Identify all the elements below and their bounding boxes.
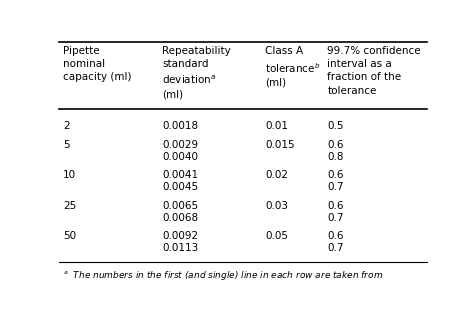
Text: 0.0065: 0.0065 xyxy=(162,201,198,211)
Text: 0.5: 0.5 xyxy=(328,121,344,131)
Text: 0.0068: 0.0068 xyxy=(162,213,198,223)
Text: 0.0092: 0.0092 xyxy=(162,232,198,242)
Text: 0.6: 0.6 xyxy=(328,140,344,150)
Text: 0.6: 0.6 xyxy=(328,232,344,242)
Text: 0.7: 0.7 xyxy=(328,213,344,223)
Text: Repeatability
standard
deviation$^a$
(ml): Repeatability standard deviation$^a$ (ml… xyxy=(162,46,231,99)
Text: $^a$  The numbers in the first (and single) line in each row are taken from: $^a$ The numbers in the first (and singl… xyxy=(63,269,383,282)
Text: 5: 5 xyxy=(63,140,70,150)
Text: Class A
tolerance$^b$
(ml): Class A tolerance$^b$ (ml) xyxy=(265,46,320,88)
Text: 0.05: 0.05 xyxy=(265,232,288,242)
Text: 0.0041: 0.0041 xyxy=(162,170,198,180)
Text: 0.0045: 0.0045 xyxy=(162,182,198,193)
Text: 0.03: 0.03 xyxy=(265,201,288,211)
Text: 2: 2 xyxy=(63,121,70,131)
Text: Pipette
nominal
capacity (ml): Pipette nominal capacity (ml) xyxy=(63,46,131,82)
Text: 0.8: 0.8 xyxy=(328,152,344,162)
Text: 10: 10 xyxy=(63,170,76,180)
Text: 0.0040: 0.0040 xyxy=(162,152,198,162)
Text: 0.0018: 0.0018 xyxy=(162,121,198,131)
Text: 0.6: 0.6 xyxy=(328,170,344,180)
Text: 99.7% confidence
interval as a
fraction of the
tolerance: 99.7% confidence interval as a fraction … xyxy=(328,46,421,96)
Text: 0.6: 0.6 xyxy=(328,201,344,211)
Text: 25: 25 xyxy=(63,201,76,211)
Text: 0.0113: 0.0113 xyxy=(162,243,198,253)
Text: 50: 50 xyxy=(63,232,76,242)
Text: 0.015: 0.015 xyxy=(265,140,294,150)
Text: 0.0029: 0.0029 xyxy=(162,140,198,150)
Text: 0.7: 0.7 xyxy=(328,182,344,193)
Text: 0.02: 0.02 xyxy=(265,170,288,180)
Text: 0.7: 0.7 xyxy=(328,243,344,253)
Text: 0.01: 0.01 xyxy=(265,121,288,131)
